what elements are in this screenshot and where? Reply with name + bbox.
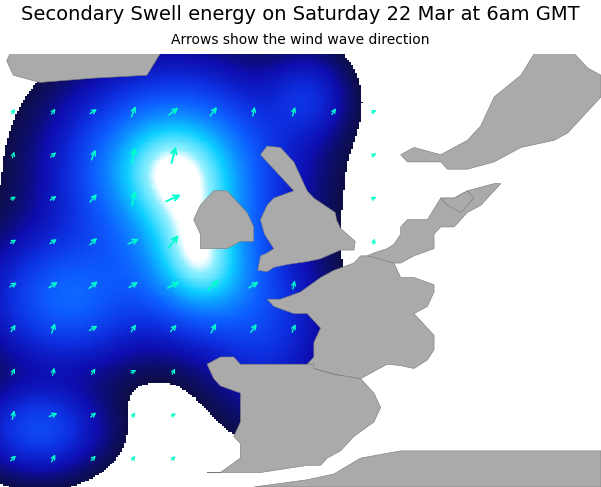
Polygon shape: [267, 256, 434, 379]
Polygon shape: [441, 191, 474, 212]
Polygon shape: [207, 357, 380, 472]
Polygon shape: [194, 191, 254, 248]
Polygon shape: [367, 184, 501, 263]
Polygon shape: [258, 146, 355, 272]
Polygon shape: [401, 46, 601, 169]
Polygon shape: [254, 451, 601, 487]
Text: Arrows show the wind wave direction: Arrows show the wind wave direction: [171, 33, 430, 47]
Text: Secondary Swell energy on Saturday 22 Mar at 6am GMT: Secondary Swell energy on Saturday 22 Ma…: [21, 5, 580, 24]
Polygon shape: [7, 32, 160, 82]
